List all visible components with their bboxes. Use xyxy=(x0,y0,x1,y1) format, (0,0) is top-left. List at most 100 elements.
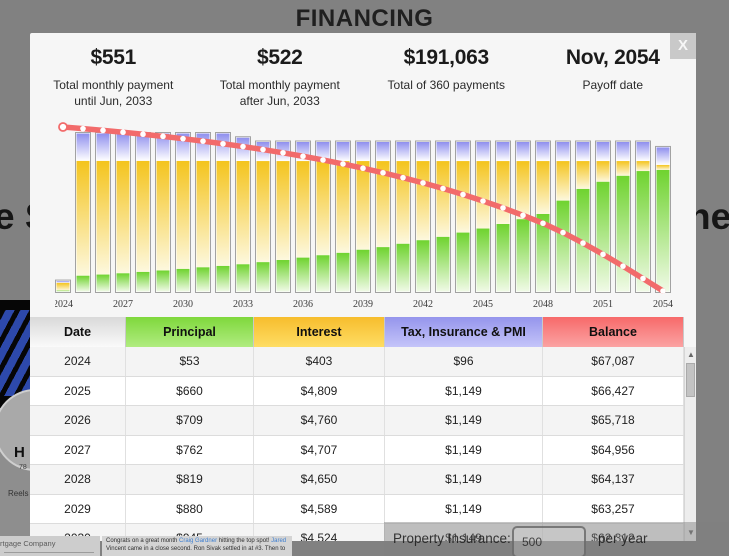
chart-bar-segment[interactable] xyxy=(136,160,150,272)
chart-bar-segment[interactable] xyxy=(476,161,490,229)
chart-bar-segment[interactable] xyxy=(256,161,270,263)
chart-bar-segment[interactable] xyxy=(276,161,290,261)
chart-bar-segment[interactable] xyxy=(96,274,110,292)
chart-bar-segment[interactable] xyxy=(356,161,370,250)
balance-line-point[interactable] xyxy=(100,127,106,134)
person-link[interactable]: Jared xyxy=(271,538,287,544)
balance-line-point[interactable] xyxy=(58,122,68,132)
chart-bar-segment[interactable] xyxy=(156,133,170,161)
chart-bar-segment[interactable] xyxy=(176,268,190,292)
chart-bar-segment[interactable] xyxy=(336,161,350,253)
chart-bar-segment[interactable] xyxy=(56,282,70,291)
chart-bar-segment[interactable] xyxy=(556,141,570,162)
balance-line-point[interactable] xyxy=(480,198,486,204)
amortization-chart[interactable]: 2024 2027 2030 2033 2036 2039 2042 2045 2048 2051… xyxy=(53,118,691,316)
balance-line-point[interactable] xyxy=(380,169,386,176)
chart-bar-segment[interactable] xyxy=(536,161,550,214)
chart-bar-segment[interactable] xyxy=(276,260,290,292)
chart-bar-segment[interactable] xyxy=(116,273,130,292)
chart-bar-segment[interactable] xyxy=(536,213,550,292)
scroll-down-arrow-icon[interactable]: ▼ xyxy=(687,529,695,537)
balance-line-point[interactable] xyxy=(420,180,426,186)
chart-bar-segment[interactable] xyxy=(416,141,430,162)
chart-bar-segment[interactable] xyxy=(476,228,490,292)
chart-bar-segment[interactable] xyxy=(596,161,610,182)
chart-bar-segment[interactable] xyxy=(76,133,90,161)
balance-line-point[interactable] xyxy=(300,153,306,160)
chart-bar-segment[interactable] xyxy=(516,219,530,292)
chart-bar-segment[interactable] xyxy=(136,133,150,161)
balance-line-point[interactable] xyxy=(120,129,126,136)
balance-line-point[interactable] xyxy=(520,212,526,219)
close-button[interactable]: X xyxy=(670,33,696,59)
chart-bar-segment[interactable] xyxy=(136,271,150,292)
chart-bar-segment[interactable] xyxy=(316,141,330,162)
facebook-page-name-fragment[interactable]: H xyxy=(14,444,25,461)
chart-bar-segment[interactable] xyxy=(216,160,230,266)
balance-line-point[interactable] xyxy=(280,149,286,156)
chart-bar-segment[interactable] xyxy=(576,141,590,162)
chart-bar-segment[interactable] xyxy=(576,161,590,189)
chart-bar-segment[interactable] xyxy=(256,262,270,292)
balance-line-point[interactable] xyxy=(440,185,446,192)
chart-bar-segment[interactable] xyxy=(396,141,410,162)
chart-bar-segment[interactable] xyxy=(116,133,130,161)
chart-bar-segment[interactable] xyxy=(96,160,110,275)
chart-bar-segment[interactable] xyxy=(616,175,630,292)
chart-bar-segment[interactable] xyxy=(496,224,510,292)
balance-line-point[interactable] xyxy=(560,229,566,236)
chart-bar-segment[interactable] xyxy=(556,200,570,292)
chart-bar-segment[interactable] xyxy=(336,141,350,162)
chart-bar-segment[interactable] xyxy=(376,247,390,292)
chart-bar-segment[interactable] xyxy=(376,161,390,248)
chart-bar-segment[interactable] xyxy=(196,267,210,292)
chart-bar-segment[interactable] xyxy=(596,181,610,292)
chart-bar-segment[interactable] xyxy=(96,133,110,161)
chart-bar-segment[interactable] xyxy=(76,160,90,276)
chart-bar-segment[interactable] xyxy=(316,161,330,256)
balance-line-point[interactable] xyxy=(320,157,326,163)
chart-bar-segment[interactable] xyxy=(236,264,250,292)
chart-bar-segment[interactable] xyxy=(596,141,610,162)
person-link[interactable]: Craig Gardner xyxy=(179,538,218,544)
balance-line-point[interactable] xyxy=(460,191,466,198)
chart-bar-segment[interactable] xyxy=(616,161,630,176)
chart-bar-segment[interactable] xyxy=(376,141,390,162)
chart-bar-segment[interactable] xyxy=(656,147,670,165)
balance-line-point[interactable] xyxy=(340,161,346,167)
balance-line-point[interactable] xyxy=(260,146,266,153)
chart-bar-segment[interactable] xyxy=(196,133,210,161)
balance-line-point[interactable] xyxy=(240,143,246,150)
chart-bar-segment[interactable] xyxy=(156,270,170,292)
chart-bar-segment[interactable] xyxy=(636,171,650,292)
chart-bar-segment[interactable] xyxy=(336,252,350,292)
balance-line-point[interactable] xyxy=(180,135,186,142)
chart-bar-segment[interactable] xyxy=(636,161,650,172)
chart-bar-segment[interactable] xyxy=(496,161,510,225)
chart-bar-segment[interactable] xyxy=(56,290,70,292)
chart-bar-segment[interactable] xyxy=(356,249,370,292)
chart-bar-segment[interactable] xyxy=(436,236,450,292)
balance-line-point[interactable] xyxy=(500,205,506,211)
chart-bar-segment[interactable] xyxy=(216,133,230,161)
chart-bar-segment[interactable] xyxy=(516,141,530,162)
chart-bar-segment[interactable] xyxy=(636,141,650,162)
chart-bar-segment[interactable] xyxy=(196,160,210,268)
chart-bar-segment[interactable] xyxy=(56,281,70,283)
table-scrollbar[interactable]: ▲ ▼ xyxy=(684,347,696,541)
chart-bar-segment[interactable] xyxy=(656,169,670,292)
chart-bar-segment[interactable] xyxy=(236,160,250,265)
balance-line-point[interactable] xyxy=(660,288,666,294)
chart-bar-segment[interactable] xyxy=(436,161,450,237)
chart-bar-segment[interactable] xyxy=(396,243,410,292)
chart-bar-segment[interactable] xyxy=(156,160,170,271)
balance-line-point[interactable] xyxy=(200,138,206,144)
chart-bar-segment[interactable] xyxy=(356,141,370,162)
facebook-tab-reels[interactable]: Reels xyxy=(8,489,29,498)
scroll-up-arrow-icon[interactable]: ▲ xyxy=(687,350,695,359)
scrollbar-thumb[interactable] xyxy=(686,363,695,397)
chart-bar-segment[interactable] xyxy=(116,160,130,274)
chart-bar-segment[interactable] xyxy=(216,265,230,292)
chart-bar-segment[interactable] xyxy=(656,164,670,170)
balance-line-point[interactable] xyxy=(640,275,646,282)
